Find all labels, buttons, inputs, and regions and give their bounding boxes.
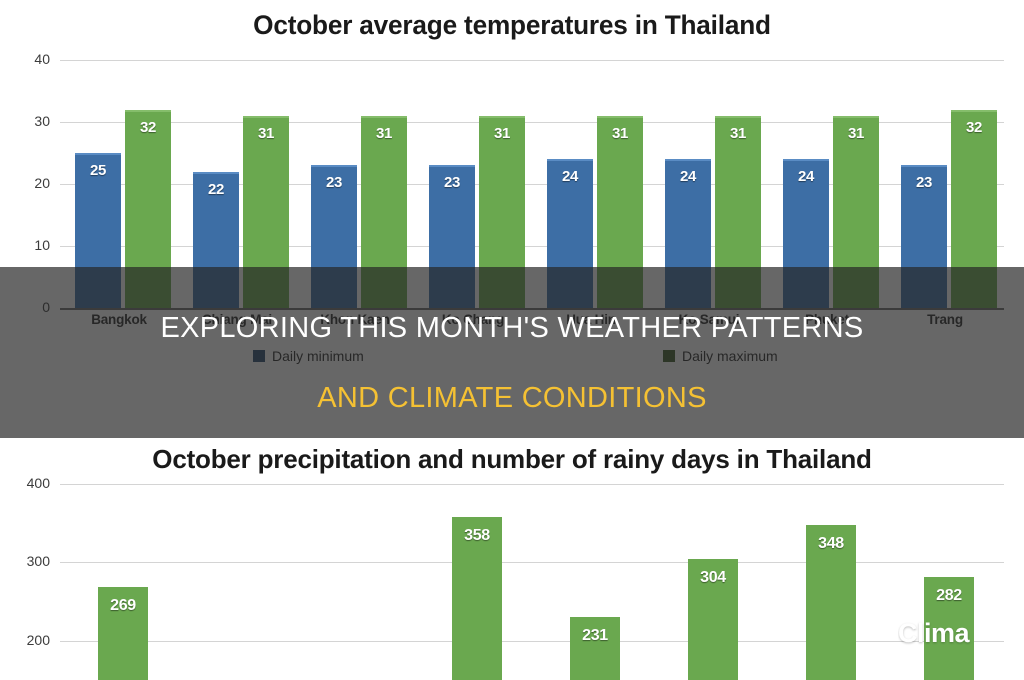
temperature-chart-title: October average temperatures in Thailand: [253, 10, 771, 40]
bar-value-label: 282: [936, 586, 962, 604]
y-axis-tick-10: 10: [34, 237, 50, 253]
bar-value-label: 231: [582, 626, 608, 644]
gridline-200: [60, 640, 1004, 642]
bar-value-label: 24: [561, 168, 579, 186]
caption-line-1: EXPLORING THIS MONTH'S WEATHER PATTERNS: [160, 312, 864, 344]
bar-value-label: 23: [915, 174, 933, 192]
bar-value-label: 25: [89, 162, 107, 179]
y-axis-tick-20: 20: [34, 175, 50, 191]
bar-trang-precipitation: 282: [924, 576, 974, 680]
caption-overlay: EXPLORING THIS MONTH'S WEATHER PATTERNS …: [0, 267, 1024, 438]
bar-bangkok-precipitation: 269: [98, 586, 148, 680]
precipitation-plot-area: 200 300 400 269 358 231 304 348 282: [27, 475, 1004, 680]
bar-value-label: 24: [797, 168, 815, 186]
bar-ko-samui-precipitation: 304: [688, 559, 738, 680]
bar-value-label: 31: [847, 124, 865, 142]
y-axis-tick-40: 40: [34, 51, 50, 67]
bar-value-label: 32: [965, 118, 983, 136]
site-watermark: Clima: [898, 618, 970, 648]
bar-value-label: 22: [207, 180, 225, 198]
caption-line-2: AND CLIMATE CONDITIONS: [317, 382, 707, 415]
bar-value-label: 31: [729, 124, 747, 142]
y-axis-tick-200: 200: [26, 631, 50, 648]
bar-value-label: 31: [375, 124, 393, 142]
bar-value-label: 269: [110, 596, 136, 614]
bar-value-label: 304: [700, 569, 726, 587]
bar-value-label: 24: [679, 168, 697, 186]
y-axis-tick-30: 30: [34, 113, 50, 129]
bar-value-label: 23: [325, 174, 343, 192]
y-axis-tick-400: 400: [26, 475, 50, 491]
gridline-20: [60, 184, 1004, 185]
bar-value-label: 31: [493, 124, 511, 142]
bar-value-label: 32: [139, 118, 157, 136]
bar-hua-hin-precipitation: 231: [570, 616, 620, 680]
bar-value-label: 23: [443, 174, 461, 192]
bar-phuket-precipitation: 348: [806, 524, 856, 680]
gridline-300: [60, 562, 1004, 564]
bar-value-label: 31: [257, 124, 275, 142]
bar-value-label: 358: [464, 526, 490, 544]
precipitation-chart: October precipitation and number of rain…: [0, 434, 1024, 680]
precipitation-chart-title: October precipitation and number of rain…: [152, 444, 872, 474]
y-axis-tick-300: 300: [26, 553, 50, 570]
gridline-30: [60, 122, 1004, 123]
bar-value-label: 348: [818, 534, 844, 552]
bar-value-label: 31: [611, 124, 629, 142]
gridline-10: [60, 246, 1004, 247]
gridline-40: [60, 60, 1004, 61]
gridline-400: [60, 484, 1004, 485]
bar-ko-chang-precipitation: 358: [452, 516, 502, 680]
